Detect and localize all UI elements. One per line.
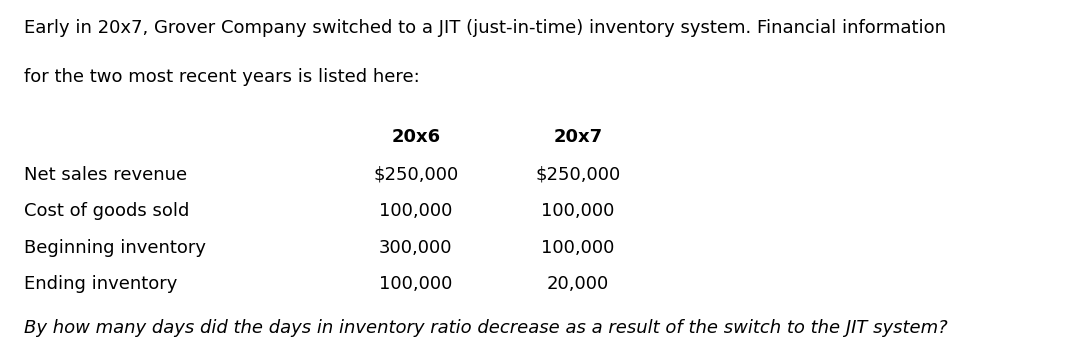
Text: 20,000: 20,000 — [546, 275, 609, 293]
Text: 100,000: 100,000 — [379, 275, 453, 293]
Text: By how many days did the days in inventory ratio decrease as a result of the swi: By how many days did the days in invento… — [24, 319, 947, 337]
Text: 20x6: 20x6 — [391, 128, 441, 146]
Text: $250,000: $250,000 — [536, 166, 620, 184]
Text: 300,000: 300,000 — [379, 239, 453, 257]
Text: for the two most recent years is listed here:: for the two most recent years is listed … — [24, 68, 419, 86]
Text: Cost of goods sold: Cost of goods sold — [24, 202, 189, 220]
Text: 20x7: 20x7 — [553, 128, 603, 146]
Text: Ending inventory: Ending inventory — [24, 275, 177, 293]
Text: Beginning inventory: Beginning inventory — [24, 239, 206, 257]
Text: Early in 20x7, Grover Company switched to a JIT (just-in-time) inventory system.: Early in 20x7, Grover Company switched t… — [24, 19, 946, 37]
Text: 100,000: 100,000 — [379, 202, 453, 220]
Text: Net sales revenue: Net sales revenue — [24, 166, 187, 184]
Text: $250,000: $250,000 — [374, 166, 458, 184]
Text: 100,000: 100,000 — [541, 239, 615, 257]
Text: 100,000: 100,000 — [541, 202, 615, 220]
